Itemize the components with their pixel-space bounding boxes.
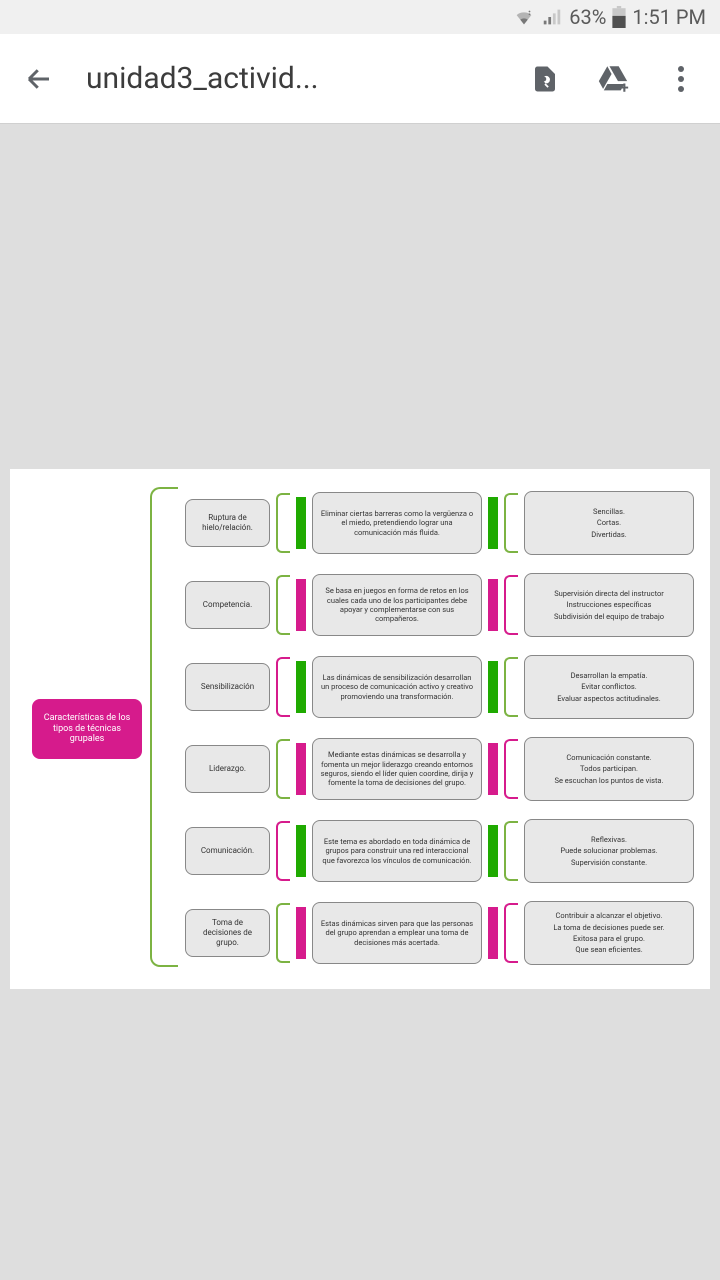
bracket-connector <box>276 493 290 553</box>
category-node: Ruptura de hielo/relación. <box>185 499 270 547</box>
description-node: Eliminar ciertas barreras como la vergüe… <box>312 492 482 554</box>
color-bar <box>296 497 306 549</box>
color-bar <box>488 497 498 549</box>
bracket-connector <box>276 657 290 717</box>
category-node: Liderazgo. <box>185 745 270 793</box>
color-bar <box>296 825 306 877</box>
signal-icon <box>541 6 563 28</box>
bracket-connector <box>504 739 518 799</box>
back-button[interactable] <box>18 58 60 100</box>
detail-line: Divertidas. <box>591 530 626 539</box>
category-node: Comunicación. <box>185 827 270 875</box>
color-bar <box>488 661 498 713</box>
detail-line: Evitar conflictos. <box>581 682 636 691</box>
detail-line: Contribuir a alcanzar el objetivo. <box>556 911 663 920</box>
bracket-connector <box>276 739 290 799</box>
battery-percent: 63% <box>569 5 606 29</box>
detail-line: Supervisión constante. <box>571 858 647 867</box>
diagram-row: Competencia. Se basa en juegos en forma d… <box>185 565 700 645</box>
detail-line: Exitosa para el grupo. <box>573 934 645 943</box>
battery-icon <box>612 6 626 28</box>
description-node: Las dinámicas de sensibilización desarro… <box>312 656 482 718</box>
bracket-connector <box>276 821 290 881</box>
bracket-connector <box>504 493 518 553</box>
diagram-row: Ruptura de hielo/relación. Eliminar ciert… <box>185 483 700 563</box>
more-icon <box>678 66 684 92</box>
find-in-page-button[interactable] <box>524 58 566 100</box>
main-bracket <box>150 487 178 967</box>
bracket-connector <box>504 657 518 717</box>
diagram-row: Sensibilización Las dinámicas de sensibil… <box>185 647 700 727</box>
details-node: Sencillas. Cortas. Divertidas. <box>524 491 694 555</box>
bracket-connector <box>276 903 290 963</box>
root-node: Características de los tipos de técnicas… <box>32 699 142 759</box>
color-bar <box>296 661 306 713</box>
details-node: Comunicación constante. Todos participan.… <box>524 737 694 801</box>
detail-line: Todos participan. <box>580 764 638 773</box>
color-bar <box>296 743 306 795</box>
description-node: Este tema es abordado en toda dinámica d… <box>312 820 482 882</box>
page-title: unidad3_activid... <box>86 61 498 96</box>
detail-line: Reflexivas. <box>591 835 627 844</box>
description-node: Se basa en juegos en forma de retos en l… <box>312 574 482 636</box>
detail-line: Comunicación constante. <box>566 753 651 762</box>
detail-line: Instrucciones específicas <box>567 600 652 609</box>
detail-line: La toma de decisiones puede ser. <box>553 923 664 932</box>
color-bar <box>296 579 306 631</box>
detail-line: Supervisión directa del instructor <box>554 589 664 598</box>
description-node: Estas dinámicas sirven para que las pers… <box>312 902 482 964</box>
detail-line: Evaluar aspectos actitudinales. <box>557 694 661 703</box>
category-node: Sensibilización <box>185 663 270 711</box>
diagram-row: Comunicación. Este tema es abordado en to… <box>185 811 700 891</box>
details-node: Desarrollan la empatía. Evitar conflictos… <box>524 655 694 719</box>
color-bar <box>488 579 498 631</box>
detail-line: Que sean eficientes. <box>575 945 642 954</box>
more-menu-button[interactable] <box>660 58 702 100</box>
description-node: Mediante estas dinámicas se desarrolla y… <box>312 738 482 800</box>
bracket-connector <box>504 821 518 881</box>
diagram-row: Toma de decisiones de grupo. Estas dinámi… <box>185 893 700 973</box>
details-node: Contribuir a alcanzar el objetivo. La tom… <box>524 901 694 965</box>
color-bar <box>488 907 498 959</box>
wifi-icon <box>513 6 535 28</box>
app-bar: unidad3_activid... + <box>0 34 720 124</box>
category-node: Competencia. <box>185 581 270 629</box>
document-page: Características de los tipos de técnicas… <box>10 469 710 989</box>
document-viewport[interactable]: Características de los tipos de técnicas… <box>0 124 720 1280</box>
detail-line: Sencillas. <box>593 507 625 516</box>
details-node: Reflexivas. Puede solucionar problemas. Su… <box>524 819 694 883</box>
svg-text:+: + <box>620 79 629 96</box>
bracket-connector <box>504 575 518 635</box>
color-bar <box>488 825 498 877</box>
category-node: Toma de decisiones de grupo. <box>185 909 270 957</box>
detail-line: Puede solucionar problemas. <box>560 846 657 855</box>
detail-line: Desarrollan la empatía. <box>571 671 648 680</box>
status-bar: 63% 1:51 PM <box>0 0 720 34</box>
diagram-row: Liderazgo. Mediante estas dinámicas se de… <box>185 729 700 809</box>
detail-line: Se escuchan los puntos de vista. <box>555 776 664 785</box>
detail-line: Cortas. <box>597 518 621 527</box>
color-bar <box>296 907 306 959</box>
color-bar <box>488 743 498 795</box>
bracket-connector <box>504 903 518 963</box>
bracket-connector <box>276 575 290 635</box>
clock-text: 1:51 PM <box>632 5 706 29</box>
details-node: Supervisión directa del instructor Instru… <box>524 573 694 637</box>
drive-add-button[interactable]: + <box>592 58 634 100</box>
detail-line: Subdivisión del equipo de trabajo <box>554 612 664 621</box>
